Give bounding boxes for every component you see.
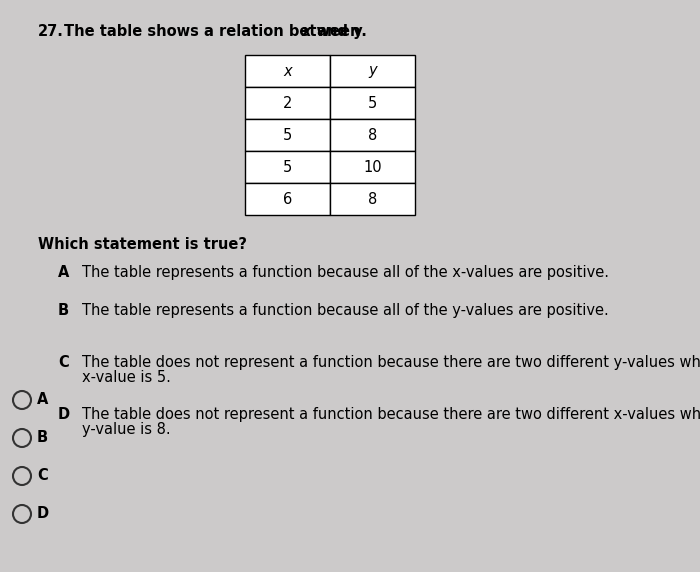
Text: The table does not represent a function because there are two different y-values: The table does not represent a function … — [82, 355, 700, 370]
Text: 6: 6 — [283, 192, 292, 206]
Text: 5: 5 — [368, 96, 377, 110]
Text: 5: 5 — [283, 160, 292, 174]
Bar — [330, 55, 415, 87]
Bar — [245, 119, 330, 151]
Text: 5: 5 — [283, 128, 292, 142]
Bar — [245, 183, 330, 215]
Text: 2: 2 — [283, 96, 292, 110]
Text: B: B — [37, 431, 48, 446]
Bar — [330, 87, 415, 119]
Text: 8: 8 — [368, 128, 377, 142]
Bar — [330, 183, 415, 215]
Text: The table represents a function because all of the x-values are positive.: The table represents a function because … — [82, 265, 609, 280]
Text: The table does not represent a function because there are two different x-values: The table does not represent a function … — [82, 407, 700, 422]
Text: C: C — [58, 355, 69, 370]
Bar — [245, 87, 330, 119]
Text: y-value is 8.: y-value is 8. — [82, 422, 171, 437]
Bar — [330, 119, 415, 151]
Text: C: C — [37, 468, 48, 483]
Text: and y.: and y. — [312, 24, 367, 39]
Text: 8: 8 — [368, 192, 377, 206]
Text: x: x — [302, 24, 312, 39]
Text: 10: 10 — [363, 160, 382, 174]
Text: x: x — [284, 63, 292, 78]
Text: The table shows a relation between: The table shows a relation between — [64, 24, 365, 39]
Text: D: D — [37, 506, 49, 522]
Text: D: D — [58, 407, 70, 422]
Text: B: B — [58, 303, 69, 318]
Bar — [245, 55, 330, 87]
Text: The table represents a function because all of the y-values are positive.: The table represents a function because … — [82, 303, 609, 318]
Text: x-value is 5.: x-value is 5. — [82, 370, 171, 385]
Text: A: A — [58, 265, 69, 280]
Bar — [245, 151, 330, 183]
Bar — [330, 151, 415, 183]
Text: A: A — [37, 392, 48, 407]
Text: y: y — [368, 63, 377, 78]
Text: Which statement is true?: Which statement is true? — [38, 237, 247, 252]
Text: 27.: 27. — [38, 24, 64, 39]
